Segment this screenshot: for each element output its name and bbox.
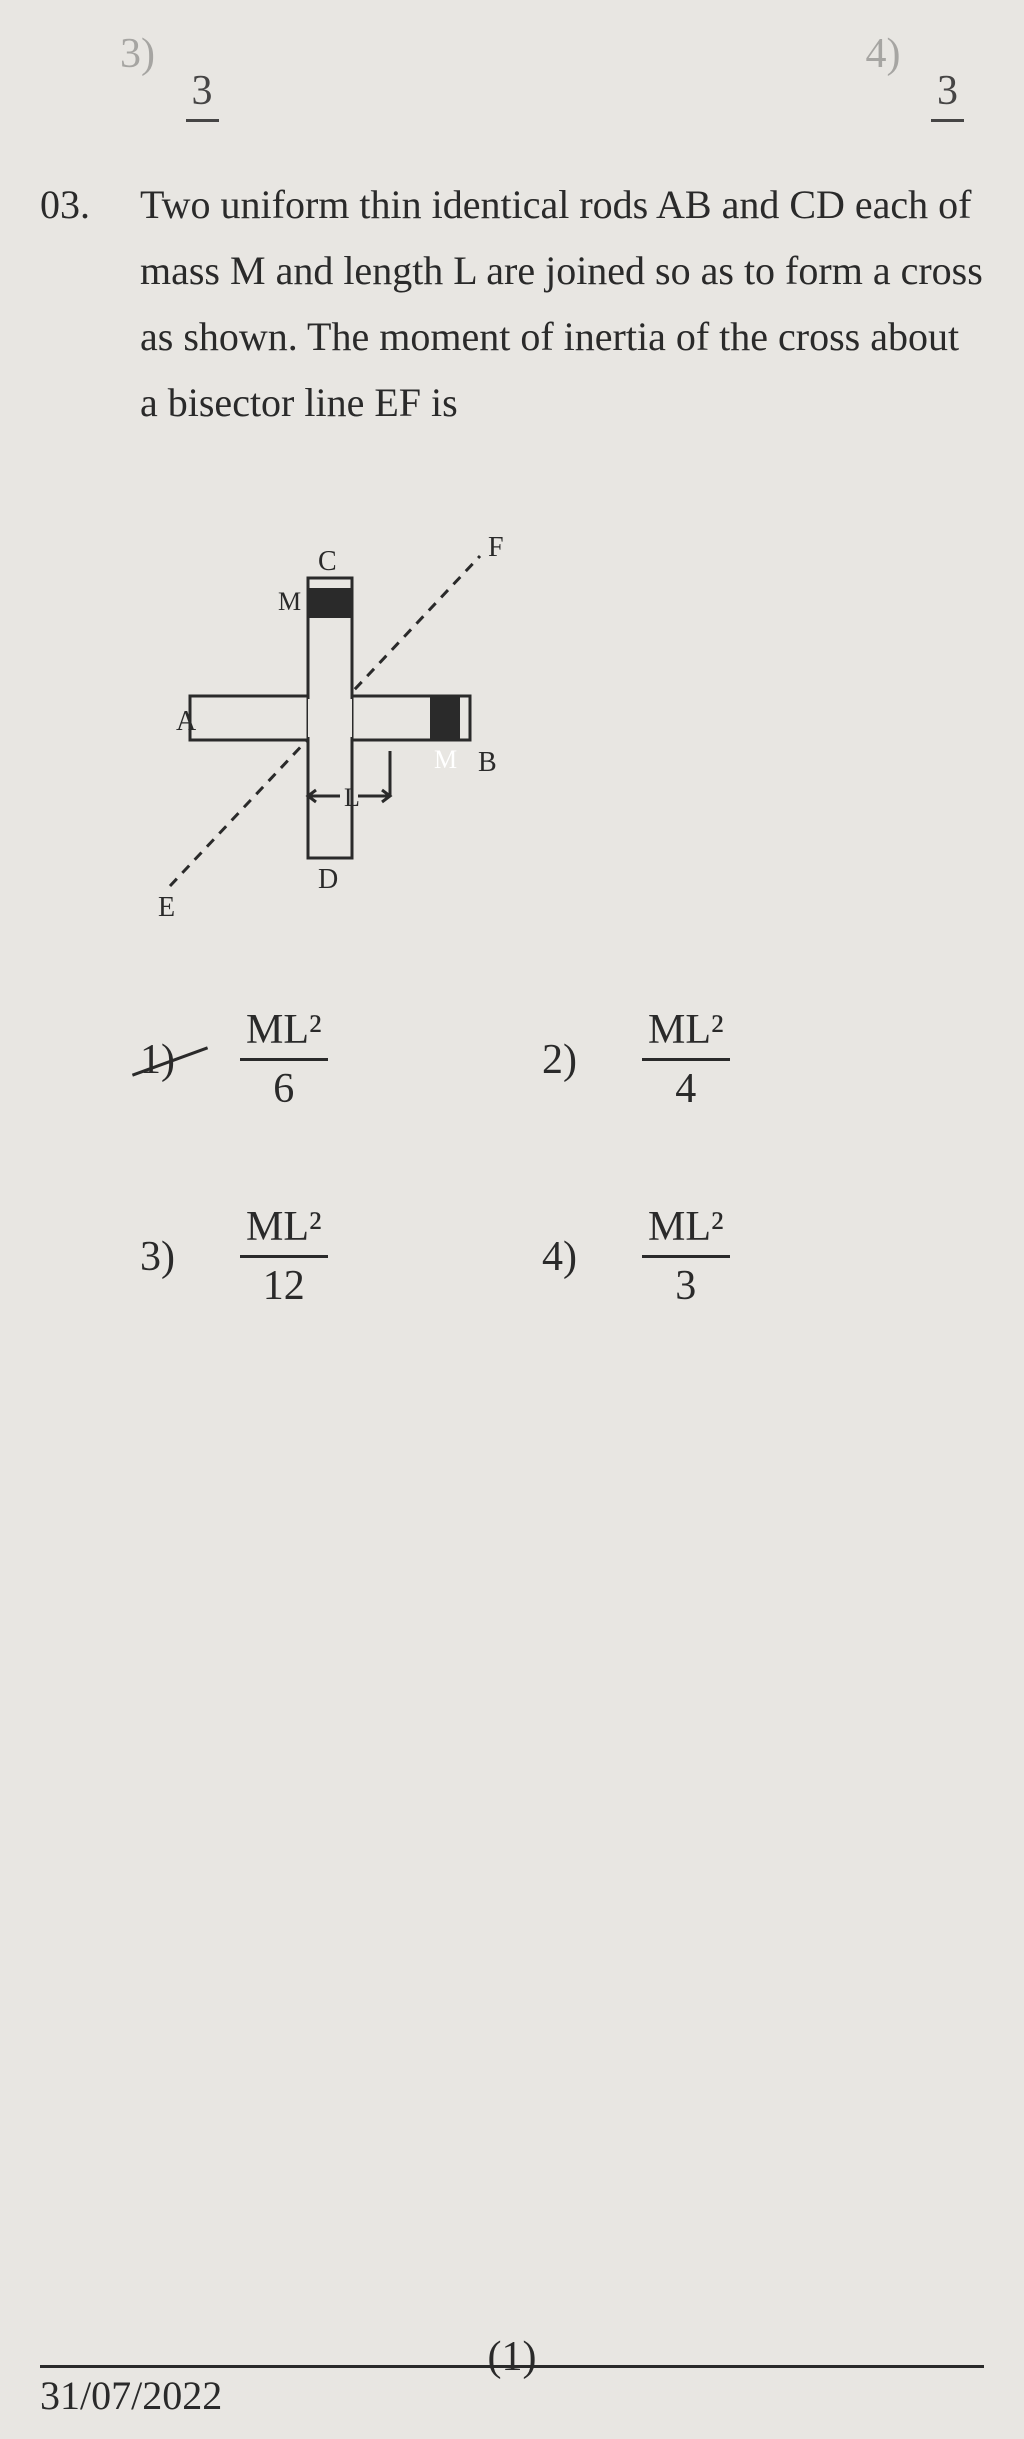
question-text: Two uniform thin identical rods AB and C… [140, 172, 984, 436]
option-3-number: 3) [140, 1233, 200, 1281]
option-3[interactable]: 3) ML² 12 [140, 1203, 462, 1310]
option-4-number: 4) [542, 1233, 602, 1281]
option-2-fraction: ML² 4 [642, 1006, 730, 1113]
footer-date: 31/07/2022 [40, 2365, 222, 2419]
page-footer: 31/07/2022 [40, 2365, 984, 2419]
option-3-numerator: ML² [240, 1203, 328, 1258]
option-3-fraction: ML² 12 [240, 1203, 328, 1310]
option-2-numerator: ML² [642, 1006, 730, 1061]
diagram-area: A B C D E F L M M [40, 496, 984, 936]
prev-frag-left: 3) 3 [120, 30, 219, 122]
mass-marker-vertical [308, 588, 352, 618]
page: 3) 3 4) 3 03. Two uniform thin identical… [0, 0, 1024, 2439]
options-grid: 1) ML² 6 2) ML² 4 3) ML² 12 4) ML² 3 [40, 1006, 984, 1310]
option-4-fraction: ML² 3 [642, 1203, 730, 1310]
label-c: C [318, 546, 337, 577]
label-length: L [344, 783, 360, 812]
option-1-fraction: ML² 6 [240, 1006, 328, 1113]
label-f: F [488, 532, 504, 563]
question-block: 03. Two uniform thin identical rods AB a… [40, 172, 984, 436]
label-e: E [158, 892, 175, 923]
option-1[interactable]: 1) ML² 6 [140, 1006, 462, 1113]
prev-left-denom: 3 [186, 67, 219, 122]
option-1-number: 1) [140, 1036, 200, 1084]
label-a: A [176, 706, 197, 737]
mass-marker-horizontal [430, 696, 460, 740]
label-d: D [318, 864, 338, 895]
cross-diagram: A B C D E F L M M [140, 496, 540, 936]
prev-frag-right: 4) 3 [866, 30, 965, 122]
previous-question-fragment: 3) 3 4) 3 [40, 30, 984, 122]
option-2[interactable]: 2) ML² 4 [542, 1006, 864, 1113]
option-4-denominator: 3 [669, 1258, 702, 1310]
label-mass-b: M [434, 745, 457, 774]
cross-center-mask [308, 699, 352, 737]
option-1-numerator: ML² [240, 1006, 328, 1061]
prev-right-denom: 3 [931, 67, 964, 122]
option-2-number: 2) [542, 1036, 602, 1084]
option-3-denominator: 12 [257, 1258, 311, 1310]
option-4[interactable]: 4) ML² 3 [542, 1203, 864, 1310]
option-2-denominator: 4 [669, 1061, 702, 1113]
label-mass-c: M [278, 587, 301, 616]
option-1-denominator: 6 [267, 1061, 300, 1113]
option-4-numerator: ML² [642, 1203, 730, 1258]
question-number: 03. [40, 172, 110, 436]
label-b: B [478, 747, 497, 778]
